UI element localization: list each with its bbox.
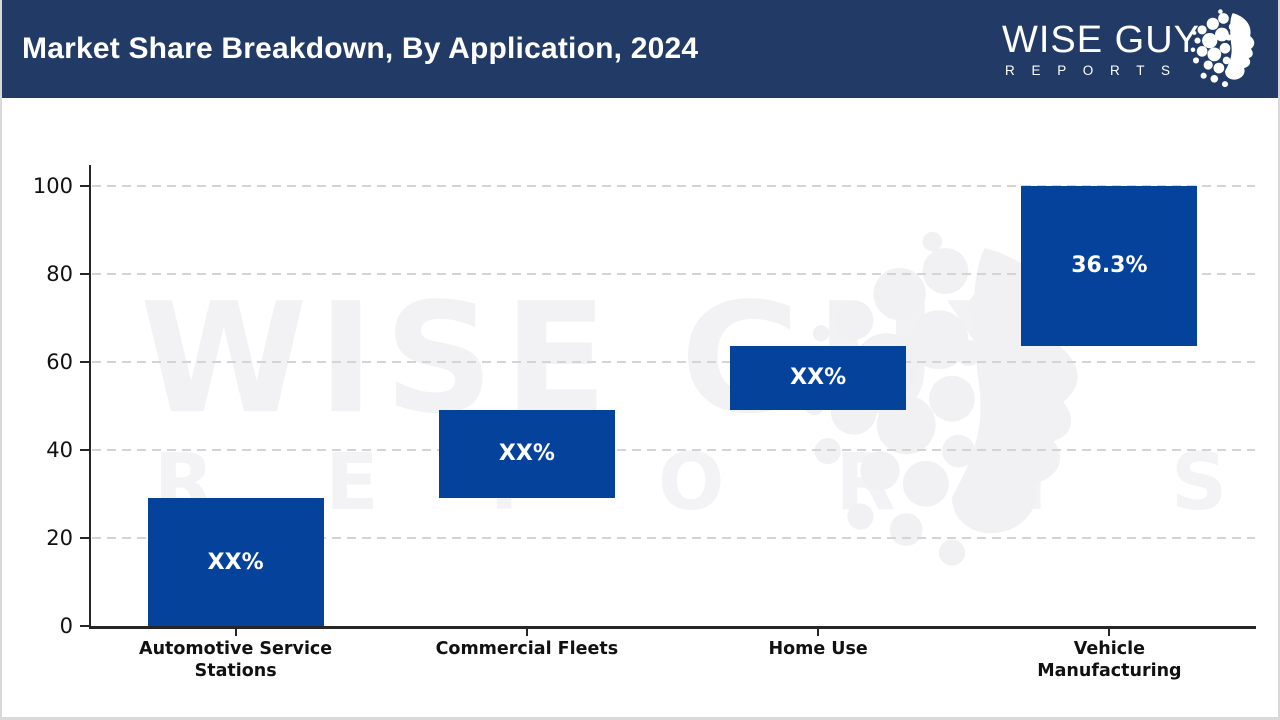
x-axis-tick — [234, 628, 237, 636]
wiseguy-logo: WISE GUY R E P O R T S — [1002, 7, 1264, 91]
y-tick-label: 80 — [46, 262, 73, 286]
logo-reports-label: R E P O R T S — [1004, 62, 1177, 78]
logo-wordmark: WISE GUY — [1001, 18, 1200, 61]
bar-value-label: XX% — [498, 441, 555, 467]
y-tick-label: 100 — [32, 174, 73, 198]
category-label: Home Use — [768, 639, 868, 659]
x-axis-tick — [525, 628, 528, 636]
bar-segment: XX% — [147, 498, 324, 626]
gridline — [92, 449, 1255, 451]
y-tick-label: 60 — [46, 350, 73, 374]
x-axis — [88, 626, 1256, 629]
y-axis-tick — [80, 449, 89, 451]
page-title: Market Share Breakdown, By Application, … — [22, 32, 699, 65]
logo-head-icon — [1186, 7, 1264, 91]
y-tick-label: 20 — [46, 526, 73, 550]
bar-value-label: XX% — [207, 549, 264, 575]
y-axis-tick — [80, 361, 89, 363]
y-tick-label: 40 — [46, 438, 73, 462]
category-label: Vehicle Manufacturing — [1037, 639, 1182, 681]
y-axis — [88, 165, 91, 628]
bar-value-label: XX% — [790, 365, 847, 391]
y-axis-tick — [80, 273, 89, 275]
category-label: Automotive Service Stations — [139, 639, 333, 681]
x-axis-tick — [1108, 628, 1111, 636]
gridline — [92, 273, 1255, 275]
bar-segment: XX% — [730, 345, 907, 410]
y-axis-tick — [80, 537, 89, 539]
gridline — [92, 537, 1255, 539]
x-axis-tick — [817, 628, 820, 636]
gridline — [92, 361, 1255, 363]
y-axis-tick — [80, 185, 89, 187]
y-tick-label: 0 — [59, 614, 73, 638]
category-label: Commercial Fleets — [435, 639, 619, 659]
bar-value-label: 36.3% — [1071, 253, 1148, 279]
gridline — [92, 185, 1255, 187]
header: Market Share Breakdown, By Application, … — [2, 0, 1278, 98]
y-axis-tick — [80, 625, 89, 627]
logo-text: WISE GUY R E P O R T S — [1002, 21, 1200, 78]
bar-segment: 36.3% — [1021, 186, 1198, 346]
bar-segment: XX% — [438, 409, 615, 499]
